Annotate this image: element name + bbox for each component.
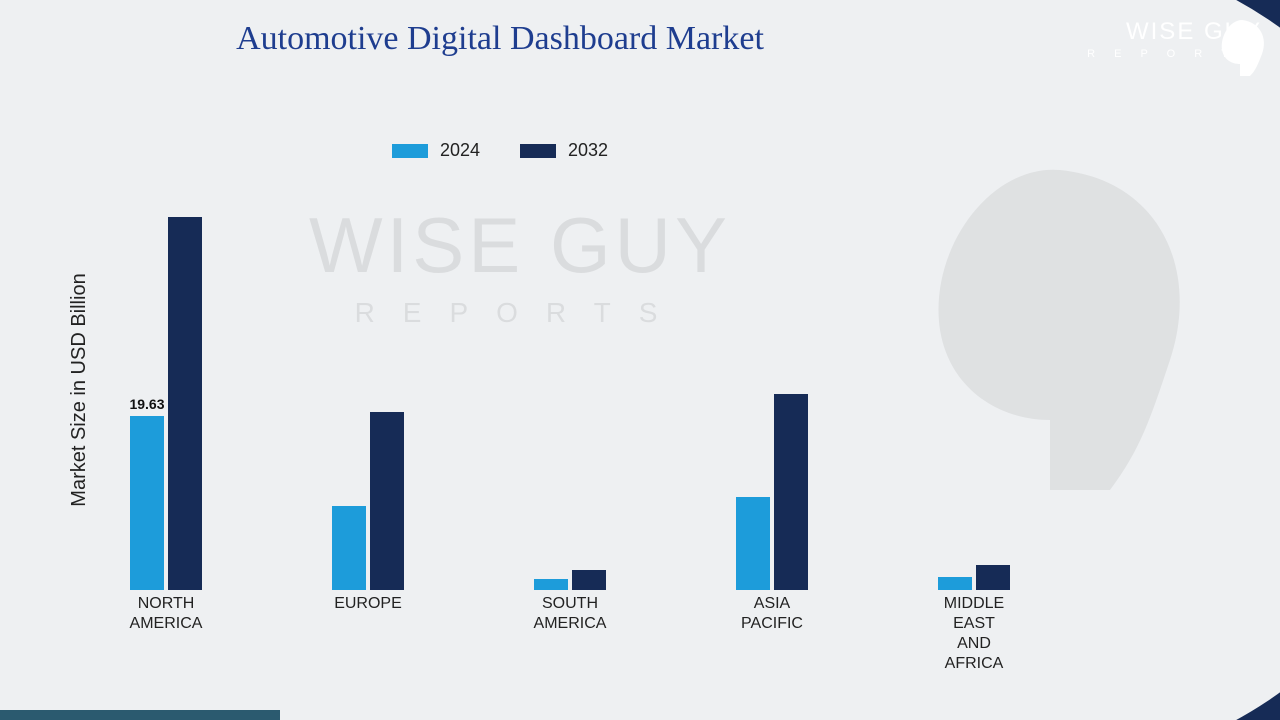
chart-title: Automotive Digital Dashboard Market xyxy=(0,20,1000,58)
legend-swatch-2032 xyxy=(520,144,556,158)
bar-2032 xyxy=(572,570,606,590)
brand-logo: WISE GUY R E P O R T S xyxy=(1087,18,1262,60)
bar-2032 xyxy=(976,565,1010,590)
bar-2032 xyxy=(370,412,404,590)
legend: 2024 2032 xyxy=(0,140,1000,161)
legend-swatch-2024 xyxy=(392,144,428,158)
bar-2024 xyxy=(736,497,770,590)
legend-item-2024: 2024 xyxy=(392,140,480,161)
bar-2032 xyxy=(168,217,202,590)
bar-2024: 19.63 xyxy=(130,416,164,590)
bar-2032 xyxy=(774,394,808,590)
bar-2024 xyxy=(938,577,972,590)
x-category-label: EUROPE xyxy=(298,594,438,614)
head-icon xyxy=(1202,14,1272,84)
x-category-label: NORTHAMERICA xyxy=(96,594,236,634)
y-axis-label: Market Size in USD Billion xyxy=(68,190,91,590)
bar-2024 xyxy=(332,506,366,590)
plot-area: 19.63 xyxy=(110,190,990,590)
legend-label-2024: 2024 xyxy=(440,140,480,161)
x-category-label: ASIAPACIFIC xyxy=(702,594,842,634)
legend-label-2032: 2032 xyxy=(568,140,608,161)
x-category-label: MIDDLEEASTANDAFRICA xyxy=(904,594,1044,674)
bar-2024 xyxy=(534,579,568,590)
legend-item-2032: 2032 xyxy=(520,140,608,161)
x-category-label: SOUTHAMERICA xyxy=(500,594,640,634)
bottom-accent-bar xyxy=(0,710,280,720)
bar-chart: 19.63 NORTHAMERICAEUROPESOUTHAMERICAASIA… xyxy=(110,190,990,590)
